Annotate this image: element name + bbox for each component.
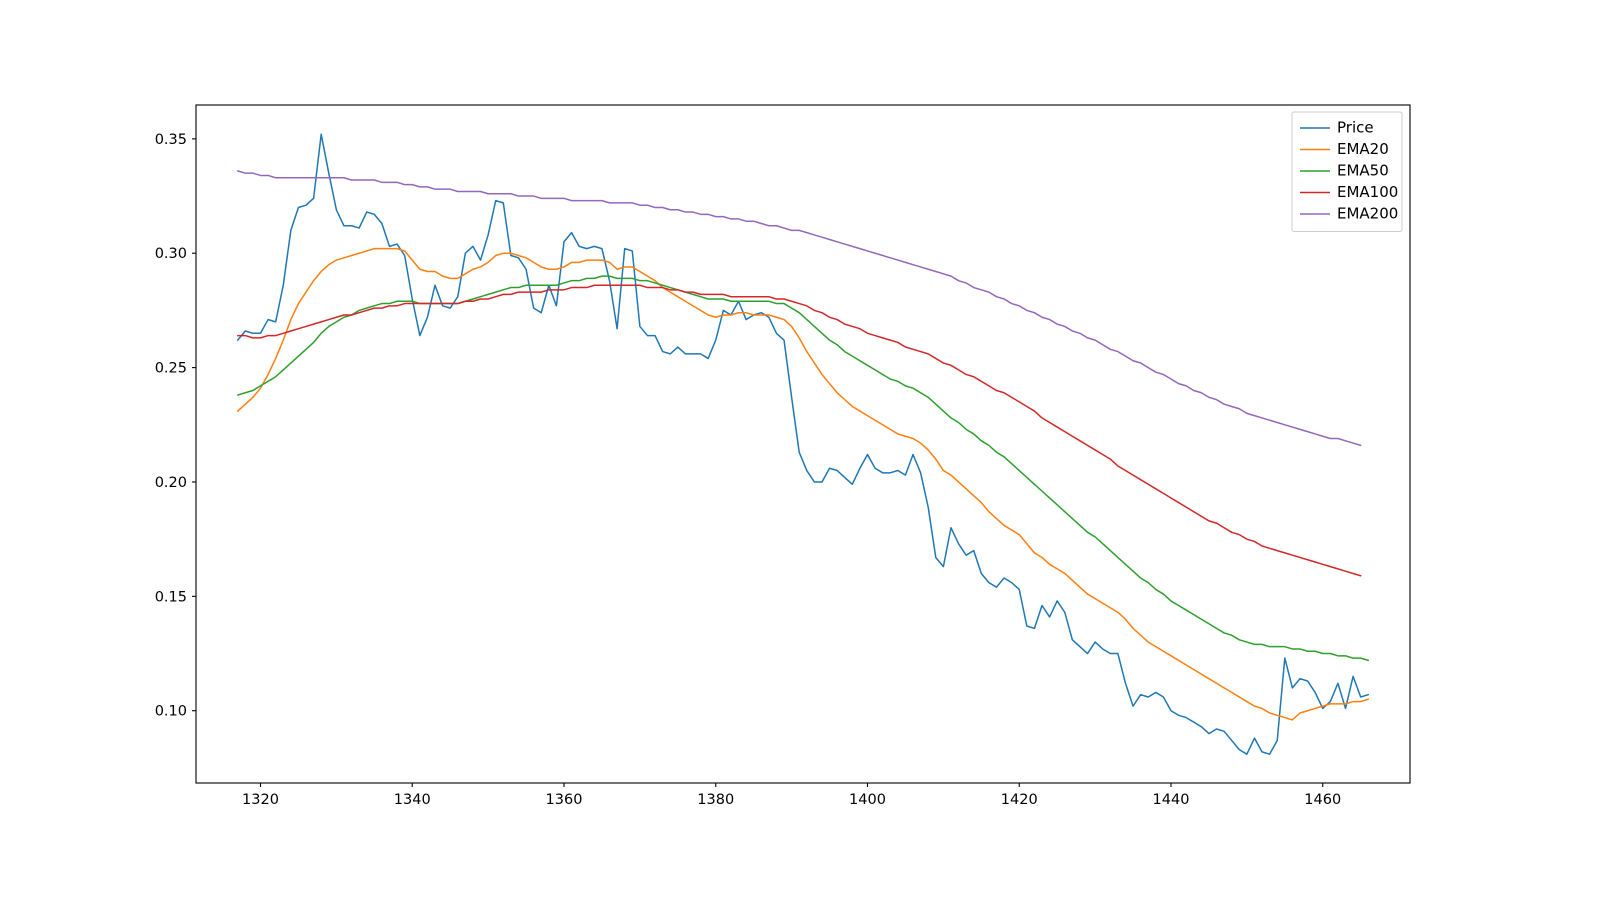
y-tick-label: 0.15 — [155, 589, 187, 605]
x-tick-label: 1400 — [849, 792, 886, 808]
legend-box — [1291, 111, 1403, 232]
axes-background — [196, 105, 1410, 783]
legend-label-ema50[interactable]: EMA50 — [1337, 162, 1389, 180]
plot-frame — [195, 104, 1411, 784]
x-tick-label: 1320 — [242, 792, 279, 808]
y-tick-label: 0.20 — [155, 475, 187, 491]
x-tick-label: 1360 — [546, 792, 583, 808]
y-tick-label: 0.25 — [155, 361, 187, 377]
legend-label-price[interactable]: Price — [1337, 119, 1374, 137]
legend-label-ema20[interactable]: EMA20 — [1337, 140, 1389, 158]
y-tick-label: 0.10 — [155, 704, 187, 720]
x-axis-ticks: 1320 1340 1360 1380 1400 1420 1440 1460 — [242, 783, 1341, 808]
x-tick-label: 1420 — [1001, 792, 1038, 808]
x-tick-label: 1380 — [697, 792, 734, 808]
y-axis-ticks: 0.10 0.15 0.20 0.25 0.30 0.35 — [155, 132, 196, 720]
series-line-ema20 — [236, 247, 1370, 721]
x-tick-label: 1460 — [1304, 792, 1341, 808]
y-tick-label: 0.30 — [155, 246, 187, 262]
y-tick-label: 0.35 — [155, 132, 187, 148]
chart-legend[interactable]: Price EMA20 EMA50 EMA100 EMA200 — [1291, 111, 1403, 232]
series-line-ema200 — [236, 170, 1362, 447]
axes-spines — [195, 104, 1411, 784]
data-series-group — [236, 133, 1370, 755]
series-line-ema100 — [236, 284, 1362, 577]
x-tick-label: 1440 — [1153, 792, 1190, 808]
legend-label-ema200[interactable]: EMA200 — [1337, 205, 1398, 223]
x-tick-label: 1340 — [394, 792, 431, 808]
series-line-price — [236, 133, 1370, 755]
legend-label-ema100[interactable]: EMA100 — [1337, 183, 1398, 201]
